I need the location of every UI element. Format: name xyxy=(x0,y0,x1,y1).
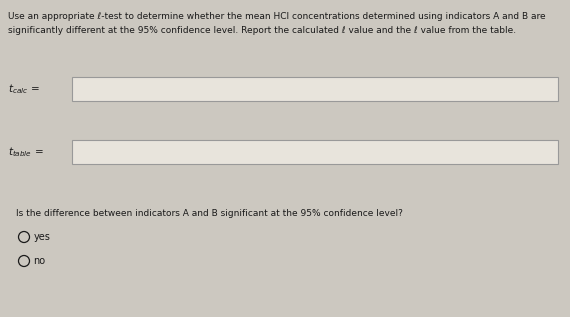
Text: Use an appropriate ℓ-test to determine whether the mean HCl concentrations deter: Use an appropriate ℓ-test to determine w… xyxy=(8,12,545,21)
Text: $t_{calc}$ =: $t_{calc}$ = xyxy=(8,82,40,96)
Text: $t_{table}$ =: $t_{table}$ = xyxy=(8,145,44,159)
Text: significantly different at the 95% confidence level. Report the calculated ℓ val: significantly different at the 95% confi… xyxy=(8,26,516,35)
Text: yes: yes xyxy=(34,232,50,242)
Text: no: no xyxy=(34,256,46,266)
FancyBboxPatch shape xyxy=(72,140,558,164)
FancyBboxPatch shape xyxy=(72,77,558,101)
Text: Is the difference between indicators A and B significant at the 95% confidence l: Is the difference between indicators A a… xyxy=(16,209,403,218)
